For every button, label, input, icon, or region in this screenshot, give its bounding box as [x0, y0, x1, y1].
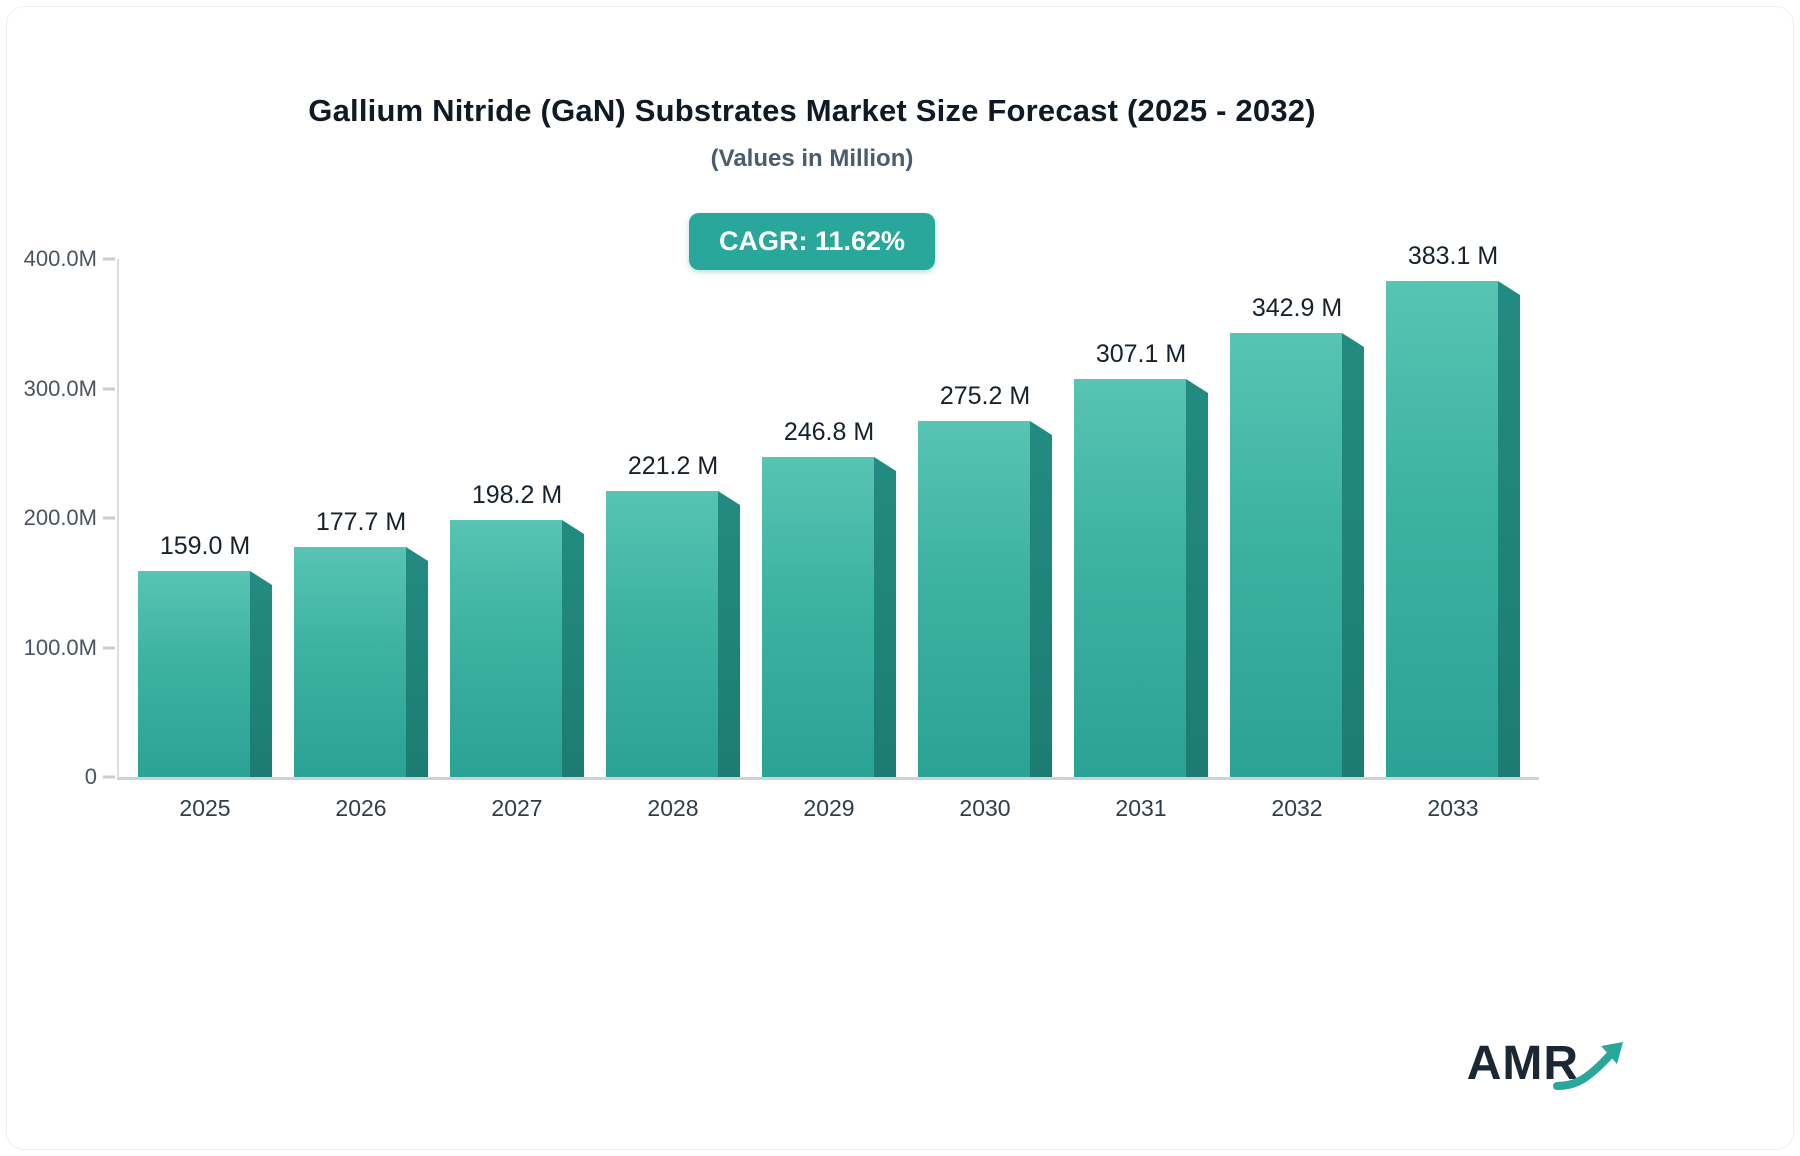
x-tick-label: 2026 — [335, 795, 387, 821]
x-tick-label: 2025 — [179, 795, 231, 821]
bar-side-face — [1186, 379, 1208, 777]
bar-front-face — [762, 457, 874, 777]
bar — [450, 520, 584, 777]
bar — [762, 457, 896, 777]
bar — [918, 421, 1052, 777]
bar-column: 342.9 M — [1219, 294, 1375, 777]
bar-front-face — [1230, 333, 1342, 777]
y-tick-mark — [103, 387, 115, 390]
bar-front-face — [918, 421, 1030, 777]
bar-column: 307.1 M — [1063, 340, 1219, 777]
y-tick-mark — [103, 775, 115, 779]
bar-value-label: 342.9 M — [1251, 294, 1343, 322]
bar — [1386, 281, 1520, 777]
plot-area: 400.0M 300.0M 200.0M 100.0M 0 159.0 M 177.7 M… — [24, 242, 1539, 821]
x-tick-label: 2032 — [1271, 795, 1323, 821]
bar-value-label: 275.2 M — [939, 382, 1031, 410]
y-tick-label: 300.0M — [23, 375, 97, 401]
bar — [138, 571, 272, 777]
y-tick-mark — [103, 257, 115, 261]
bar-side-face — [1030, 421, 1052, 777]
bar-column: 198.2 M — [439, 481, 595, 777]
bar-side-face — [1342, 333, 1364, 777]
bar-column: 221.2 M — [595, 452, 751, 777]
x-tick-label: 2031 — [1115, 795, 1167, 821]
bar — [1230, 333, 1364, 777]
logo-arrow-icon — [1553, 1041, 1623, 1090]
bar-side-face — [718, 491, 740, 777]
bar-value-label: 159.0 M — [159, 532, 251, 560]
bar-value-label: 307.1 M — [1095, 340, 1187, 368]
y-tick-label: 400.0M — [23, 246, 97, 271]
cagr-badge: CAGR: 11.62% — [688, 213, 936, 270]
bar-side-face — [250, 571, 272, 777]
bar-side-face — [874, 457, 896, 777]
page-title: Gallium Nitride (GaN) Substrates Market … — [308, 93, 1316, 128]
bar-column: 159.0 M — [127, 532, 283, 777]
x-tick-label: 2028 — [647, 795, 699, 821]
bar-column: 383.1 M — [1375, 242, 1531, 777]
bar-value-label: 246.8 M — [783, 418, 875, 446]
bar-value-label: 221.2 M — [627, 452, 719, 480]
bar-side-face — [1498, 281, 1520, 777]
bar-side-face — [562, 520, 584, 777]
chart-card: Gallium Nitride (GaN) Substrates Market … — [6, 6, 1794, 1150]
logo-text: AMR — [1466, 1037, 1579, 1090]
bar-front-face — [1074, 379, 1186, 777]
bar-column: 275.2 M — [907, 382, 1063, 777]
bar-value-label: 383.1 M — [1407, 242, 1499, 270]
bar — [606, 491, 740, 777]
bar-value-label: 177.7 M — [315, 508, 407, 536]
y-tick-label: 200.0M — [23, 505, 97, 530]
x-tick-label: 2030 — [959, 795, 1011, 821]
bar — [294, 547, 428, 777]
x-tick-label: 2029 — [803, 795, 855, 821]
y-tick-mark — [103, 516, 115, 520]
bar-front-face — [294, 547, 406, 777]
y-tick-mark — [103, 646, 115, 649]
badge-row: CAGR: 11.62% — [7, 213, 1617, 270]
bar-front-face — [138, 571, 250, 777]
x-tick-label: 2033 — [1427, 795, 1479, 821]
bar — [1074, 379, 1208, 777]
chart-subtitle: (Values in Million) — [710, 145, 914, 172]
x-tick-label: 2027 — [491, 795, 543, 821]
chart-header: Gallium Nitride (GaN) Substrates Market … — [7, 7, 1617, 173]
bar-front-face — [450, 520, 562, 777]
bar-value-label: 198.2 M — [471, 481, 563, 509]
bar-column: 177.7 M — [283, 508, 439, 777]
bar-column: 246.8 M — [751, 418, 907, 777]
y-tick-label: 0 — [84, 764, 97, 789]
y-tick-label: 100.0M — [23, 634, 97, 660]
bars-row: 159.0 M 177.7 M 198.2 M 221.2 M 246.8 M 275.2… — [119, 242, 1539, 777]
bar-side-face — [406, 547, 428, 777]
bar-front-face — [1386, 281, 1498, 777]
x-axis: 2025 2026 2027 2028 2029 2030 2031 2032 2033 — [119, 795, 1539, 822]
bar-front-face — [606, 491, 718, 777]
brand-logo: AMR — [1467, 1036, 1631, 1091]
